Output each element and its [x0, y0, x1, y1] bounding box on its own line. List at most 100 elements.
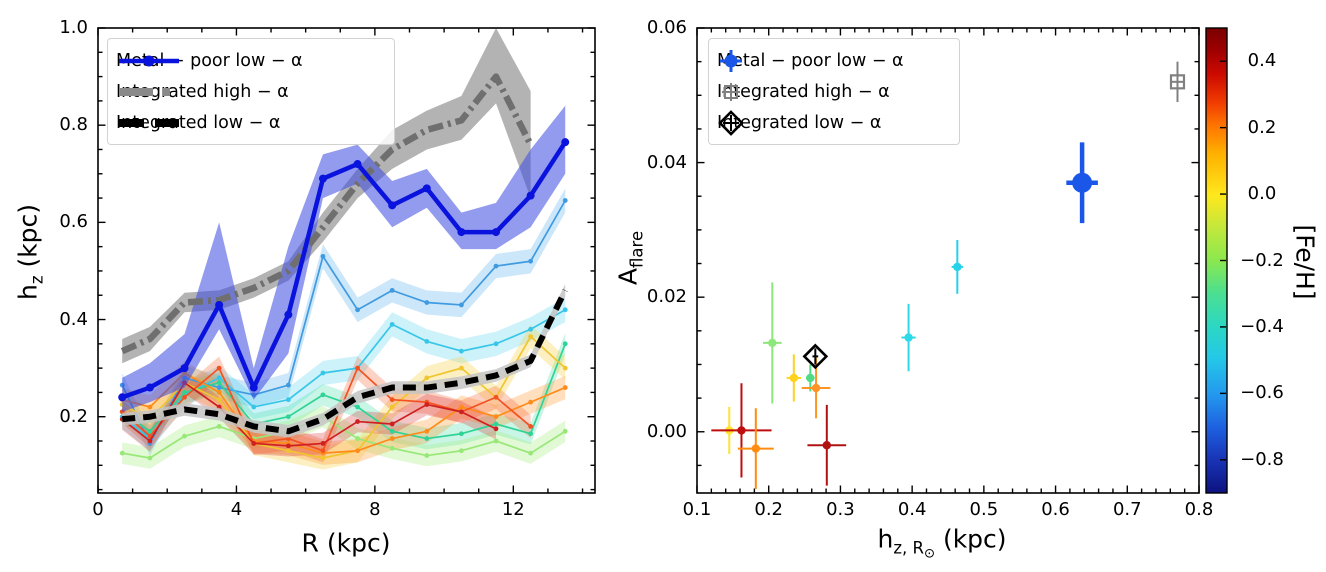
- right-x-tick-label: 0.1: [682, 499, 712, 520]
- series-band: [122, 284, 566, 438]
- legend-item-integrated-high-alpha: Integrated high − α: [116, 76, 384, 107]
- data-point-marker: [353, 160, 362, 169]
- colorbar-tick-label: −0.8: [1240, 449, 1284, 470]
- series-line: [121, 200, 566, 445]
- series-line: [121, 381, 497, 447]
- data-point-marker: [424, 402, 430, 407]
- data-point-marker: [355, 448, 360, 454]
- data-point-marker: [119, 450, 125, 456]
- errorbar-point: [807, 404, 847, 486]
- data-point-marker: [147, 404, 153, 410]
- legend-label: Integrated high − α: [717, 81, 890, 102]
- errorbar-point: [711, 383, 772, 478]
- colorbar-tick-label: −0.2: [1240, 250, 1284, 271]
- right-x-tick-label: 0.8: [1184, 499, 1214, 520]
- data-point-marker: [526, 191, 535, 200]
- legend-label: Integrated low − α: [717, 112, 882, 133]
- series-line: [121, 140, 568, 400]
- right-legend: Metal − poor low − α Integrated high − α…: [708, 38, 960, 145]
- data-point-marker: [318, 174, 327, 183]
- legend-item-integrated-low-alpha: Integrated low − α: [717, 107, 949, 138]
- data-point-marker: [424, 453, 430, 458]
- series-line: [122, 415, 566, 459]
- data-point-marker: [285, 414, 291, 420]
- data-point-marker: [389, 321, 395, 327]
- right-x-tick-label: 0.3: [826, 499, 855, 520]
- errorbar-point: [762, 282, 782, 404]
- left-x-tick-label: 12: [501, 499, 525, 520]
- right-y-tick-label: 0.02: [646, 286, 687, 308]
- data-point-marker: [389, 436, 395, 441]
- data-point-marker: [459, 348, 464, 354]
- data-point-marker: [528, 450, 534, 456]
- data-point-marker: [562, 307, 568, 313]
- legend-label: Metal − poor low − α: [116, 50, 303, 71]
- right-x-tick-label: 0.5: [969, 499, 999, 520]
- data-point-marker: [285, 382, 291, 388]
- right-plot: [696, 27, 1200, 494]
- right-points: [711, 61, 1186, 489]
- data-point-marker: [147, 438, 153, 444]
- data-point-marker: [216, 380, 222, 386]
- legend-label: Integrated high − α: [116, 81, 289, 102]
- left-y-tick-label: 0.4: [59, 308, 88, 330]
- errorbar-point: [786, 354, 801, 402]
- data-point-marker: [528, 431, 534, 437]
- colorbar-label: [Fe/H]: [1290, 224, 1320, 300]
- data-point-marker: [284, 310, 293, 319]
- black-dash-marker-icon: [119, 118, 179, 127]
- left-x-tick-label: 4: [230, 499, 243, 520]
- data-point-marker: [216, 365, 222, 371]
- data-point-marker: [147, 428, 153, 434]
- data-point-marker: [251, 404, 257, 410]
- data-point-marker: [493, 414, 499, 420]
- data-point-marker: [389, 404, 395, 410]
- data-point-marker: [182, 390, 187, 395]
- data-point-marker: [528, 326, 534, 332]
- series-band: [122, 361, 566, 465]
- legend-label: Metal − poor low − α: [717, 50, 904, 71]
- blue-errorbar-point-icon: [720, 49, 742, 72]
- data-point-marker: [285, 443, 291, 449]
- left-x-tick-label: 8: [369, 499, 381, 520]
- right-x-tick-label: 0.4: [897, 499, 927, 520]
- data-point-marker: [562, 365, 568, 371]
- data-point-marker: [493, 394, 499, 400]
- errorbar-point: [737, 408, 774, 489]
- series-line: [121, 335, 566, 459]
- data-point-marker: [216, 424, 222, 429]
- data-point-marker: [457, 228, 466, 237]
- errorbar-point: [802, 343, 829, 370]
- left-x-tick-label: 0: [92, 499, 104, 520]
- data-point-marker: [355, 419, 360, 424]
- data-point-marker: [320, 253, 326, 259]
- data-point-marker: [215, 300, 224, 309]
- data-point-marker: [422, 184, 431, 193]
- left-y-tick-label: 1.0: [59, 17, 88, 38]
- data-point-marker: [388, 201, 397, 210]
- legend-item-integrated-high-alpha: Integrated high − α: [717, 76, 949, 107]
- data-point-marker: [285, 448, 291, 454]
- legend-label: Integrated low − α: [116, 112, 281, 133]
- legend-item-metal-poor-low-alpha: Metal − poor low − α: [717, 45, 949, 76]
- data-point-marker: [216, 375, 222, 381]
- data-point-marker: [182, 394, 187, 400]
- series-band: [122, 324, 566, 470]
- data-point-marker: [145, 383, 154, 392]
- right-x-tick-label: 0.6: [1041, 499, 1070, 520]
- left-y-tick-label: 0.6: [59, 211, 88, 233]
- data-point-marker: [528, 334, 534, 339]
- data-point-marker: [528, 258, 534, 264]
- data-point-marker: [424, 339, 430, 344]
- data-point-marker: [355, 365, 360, 371]
- left-y-tick-label: 0.8: [59, 114, 88, 136]
- data-point-marker: [493, 426, 499, 432]
- colorbar-tick-label: 0.0: [1247, 183, 1277, 204]
- blue-line-marker-icon: [119, 55, 179, 66]
- errorbar-point: [901, 303, 916, 372]
- data-point-marker: [118, 393, 127, 402]
- data-point-marker: [493, 421, 499, 427]
- data-point-marker: [147, 455, 153, 461]
- series-band: [122, 333, 566, 450]
